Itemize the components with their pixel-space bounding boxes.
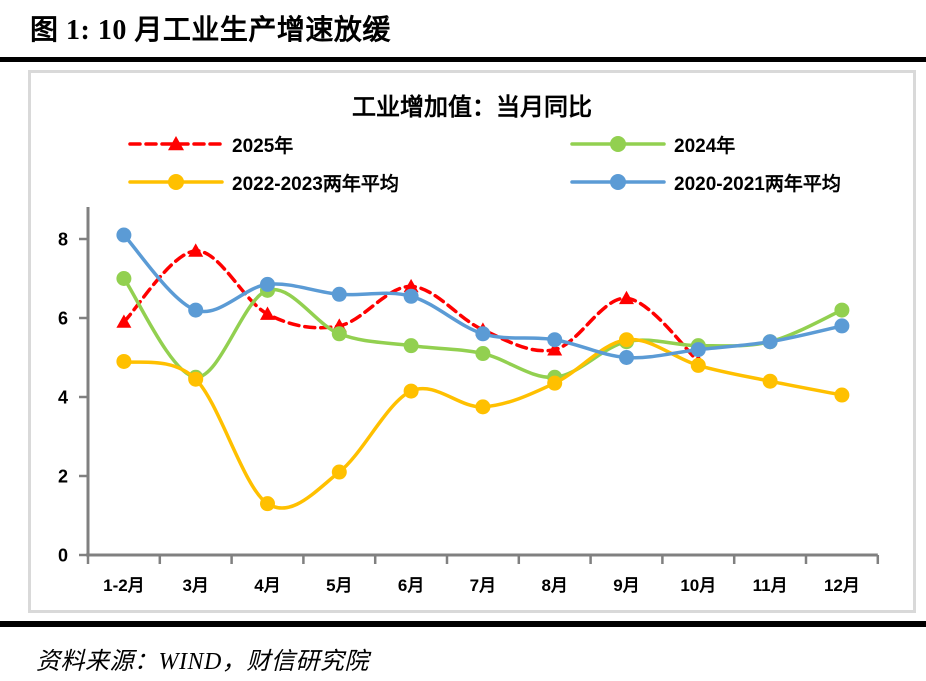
legend-item-2025: 2025年 [128, 132, 570, 157]
svg-text:4月: 4月 [254, 576, 280, 595]
svg-text:8: 8 [58, 230, 68, 250]
legend-label-2020-2021-avg: 2020-2021两年平均 [674, 173, 841, 195]
svg-text:6月: 6月 [398, 576, 424, 595]
legend-marker-2025-dashed-triangle-icon [128, 136, 224, 151]
svg-text:4: 4 [58, 388, 68, 408]
title-divider-line [0, 57, 926, 62]
source-note: 资料来源：WIND，财信研究院 [36, 649, 369, 675]
legend-label-2024: 2024年 [674, 135, 736, 157]
legend-marker-2024-line-circle-icon [570, 136, 666, 152]
legend-item-2022-2023-avg: 2022-2023两年平均 [128, 170, 570, 195]
svg-text:12月: 12月 [824, 576, 860, 595]
legend-item-2020-2021-avg: 2020-2021两年平均 [570, 170, 913, 195]
svg-text:10月: 10月 [680, 576, 716, 595]
svg-text:5月: 5月 [326, 576, 352, 595]
legend-label-2022-2023-avg: 2022-2023两年平均 [232, 173, 399, 195]
svg-text:0: 0 [58, 546, 68, 566]
chart-card: 工业增加值：当月同比 2025年 2024年 2022-2023两年平均 202… [28, 70, 916, 613]
svg-text:6: 6 [58, 309, 68, 329]
svg-text:11月: 11月 [753, 576, 788, 595]
plot-svg: 0 2 4 6 8 1-2月 3月 4月 5月 6月 7月 8月 9月 10月 11月 12月 [58, 207, 880, 595]
legend-marker-2020-2021-line-circle-icon [570, 174, 666, 190]
legend-label-2025: 2025年 [232, 135, 294, 157]
svg-text:8月: 8月 [541, 576, 567, 595]
svg-text:2: 2 [58, 467, 68, 487]
chart-title: 工业增加值：当月同比 [352, 94, 592, 121]
page-title: 图 1: 10 月工业生产增速放缓 [30, 15, 391, 46]
svg-text:9月: 9月 [613, 576, 639, 595]
legend-item-2024: 2024年 [570, 132, 913, 157]
footer-divider-line [0, 621, 926, 627]
svg-text:7月: 7月 [470, 576, 496, 595]
plot-area: 0 2 4 6 8 1-2月 3月 4月 5月 6月 7月 8月 9月 10月 11月 12月 [31, 200, 913, 617]
svg-text:3月: 3月 [182, 576, 208, 595]
legend-marker-2022-2023-line-circle-icon [128, 174, 224, 190]
chart-legend: 2025年 2024年 2022-2023两年平均 2020-2021两年平均 [128, 132, 913, 195]
svg-text:1-2月: 1-2月 [103, 576, 145, 595]
